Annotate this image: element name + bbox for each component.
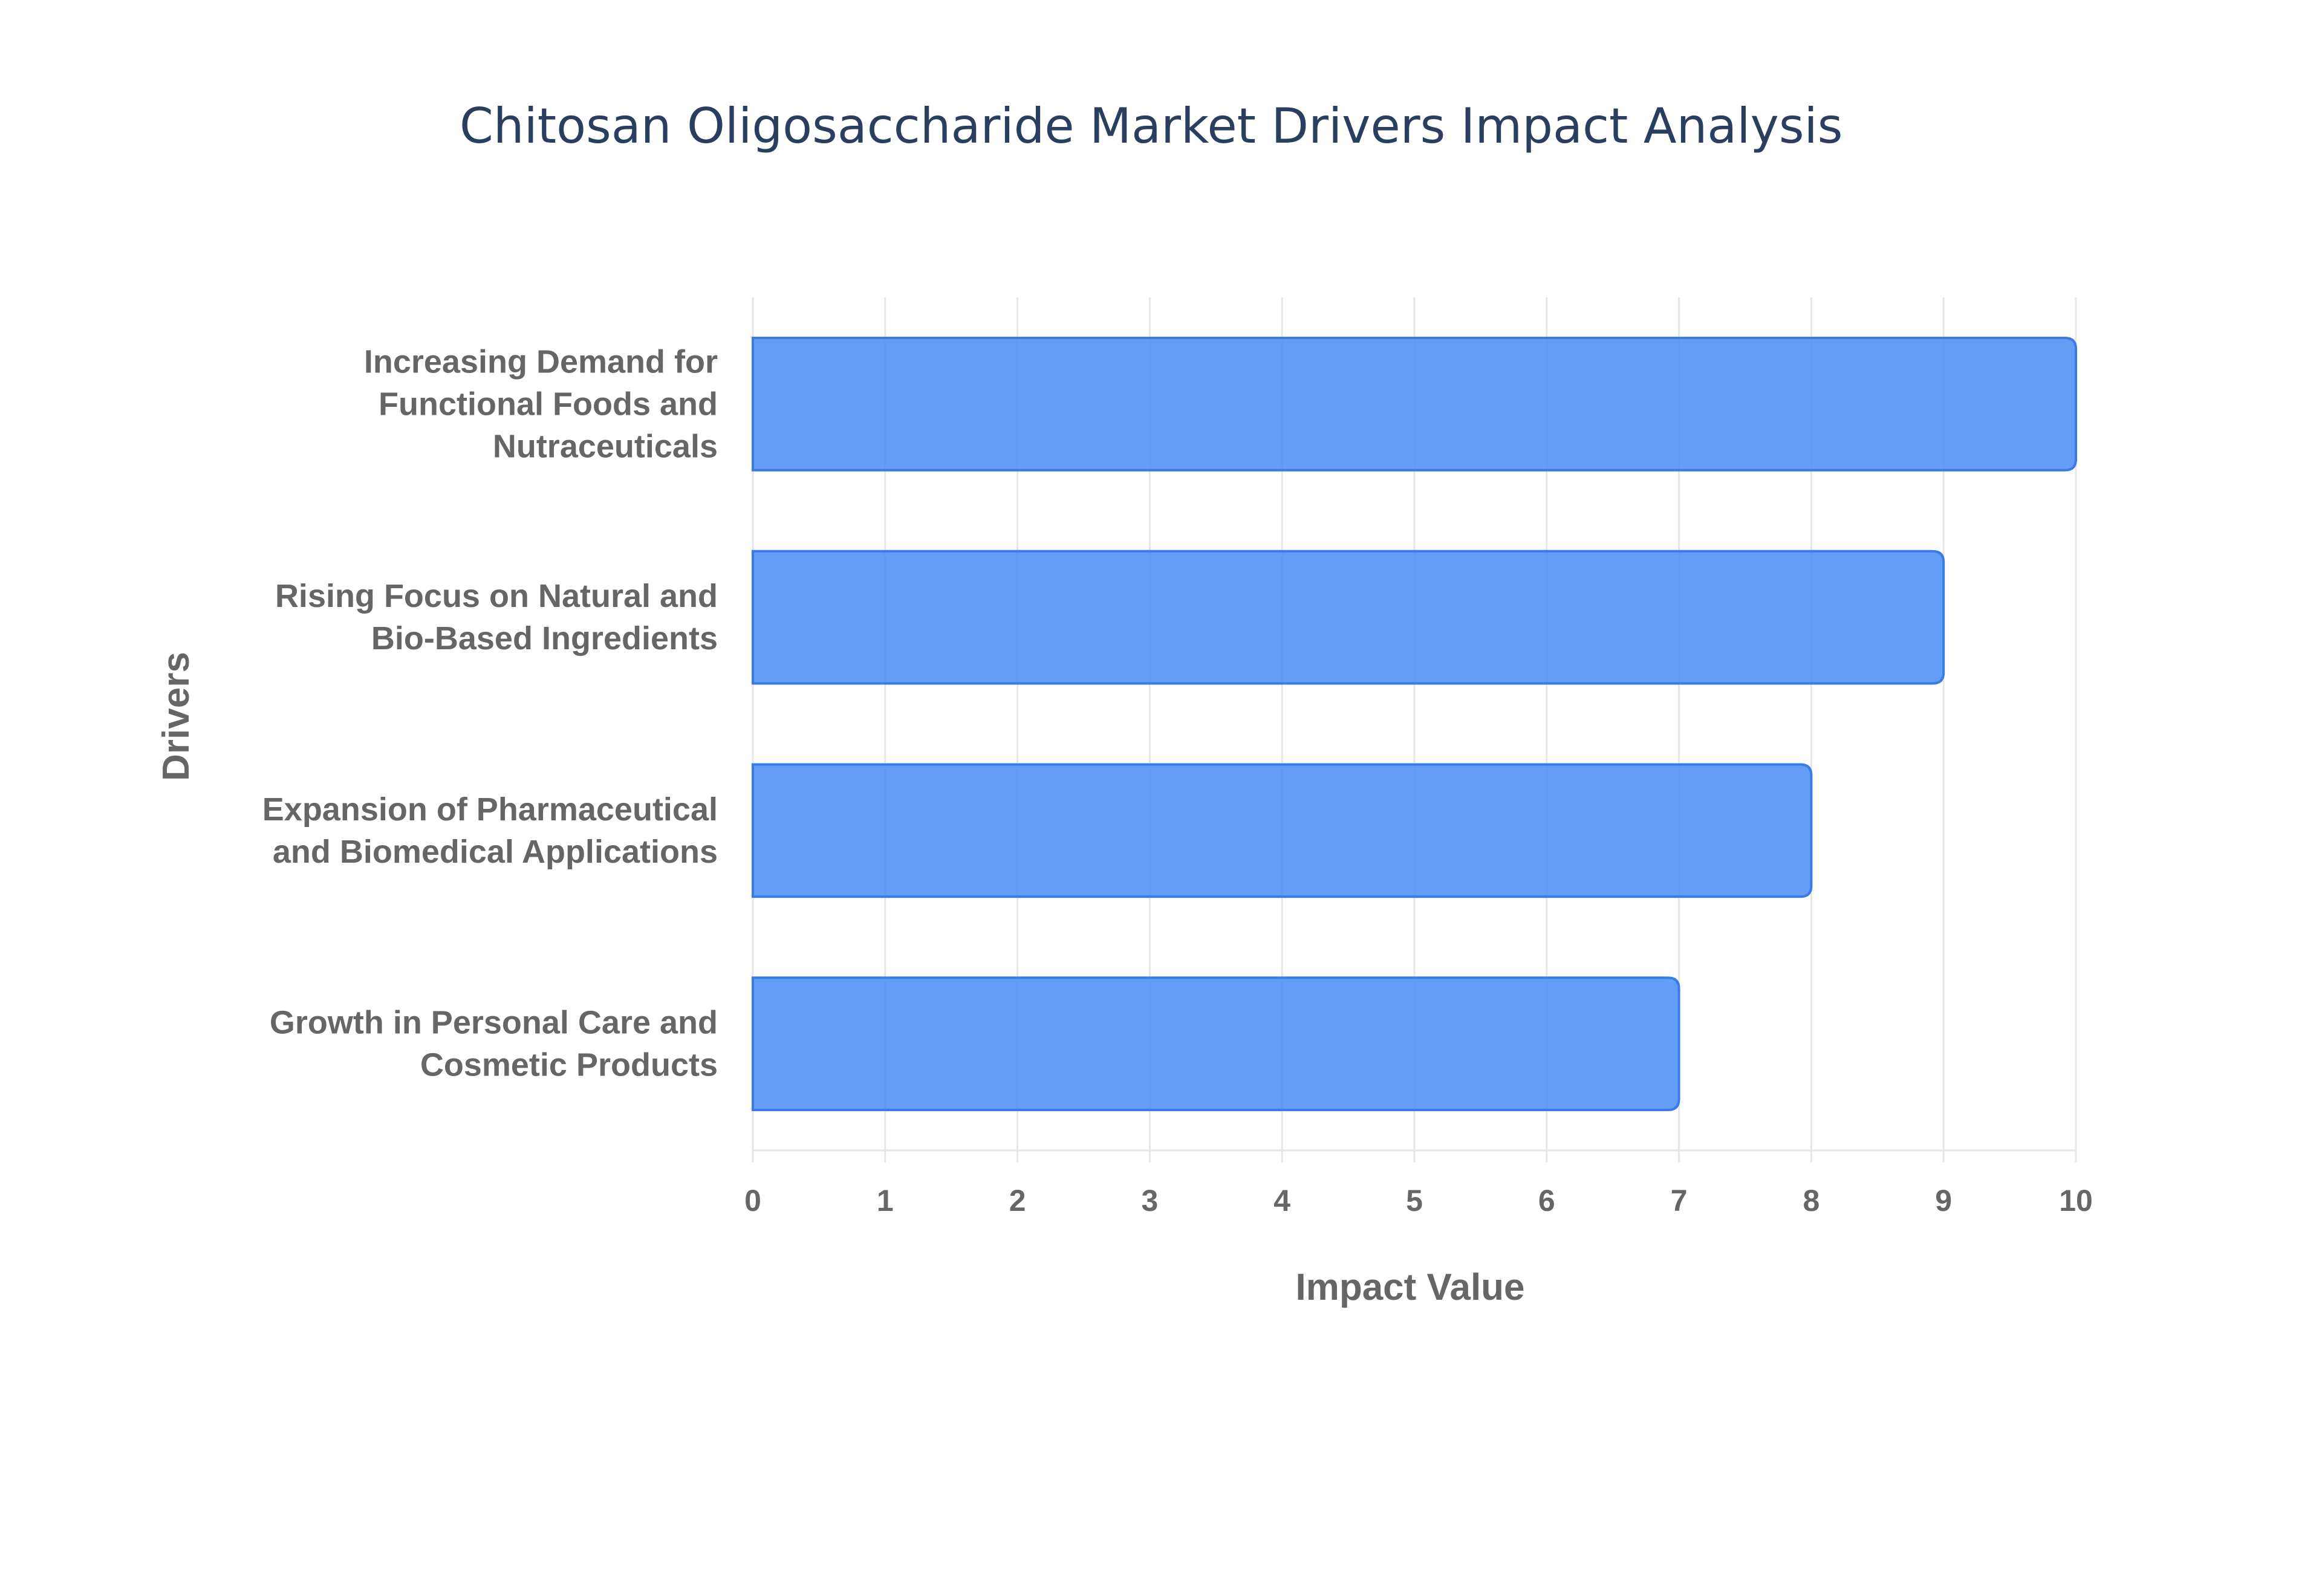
category-label-4: Growth in Personal Care and Cosmetic Prod… (270, 1005, 718, 1083)
bar-2 (752, 550, 1945, 685)
x-tick-label-2: 2 (1009, 1184, 1026, 1218)
category-label-3: Expansion of Pharmaceutical and Biomedica… (262, 791, 718, 870)
chart-title: Chitosan Oligosaccharide Market Drivers … (460, 98, 1842, 154)
category-label-line: Growth in Personal Care and (270, 1005, 718, 1041)
x-tick-label-5: 5 (1406, 1184, 1423, 1218)
bar-1 (752, 337, 2077, 472)
x-axis-title: Impact Value (1295, 1267, 1524, 1308)
x-tick-label-9: 9 (1935, 1184, 1952, 1218)
x-tick-labels: 0 1 2 3 4 5 6 7 8 9 10 (744, 1184, 2093, 1218)
bars (752, 337, 2077, 1111)
category-label-line: Increasing Demand for (364, 343, 718, 380)
category-label-1: Increasing Demand for Functional Foods an… (364, 343, 718, 464)
x-tick-label-6: 6 (1538, 1184, 1555, 1218)
x-tick-label-1: 1 (877, 1184, 894, 1218)
x-tick-label-3: 3 (1141, 1184, 1158, 1218)
category-labels: Increasing Demand for Functional Foods an… (262, 343, 718, 1083)
x-tick-label-4: 4 (1273, 1184, 1290, 1218)
bar-4 (752, 976, 1680, 1111)
x-tick-label-0: 0 (744, 1184, 761, 1218)
category-label-line: and Biomedical Applications (273, 834, 718, 870)
x-tick-label-10: 10 (2059, 1184, 2093, 1218)
category-label-line: Bio-Based Ingredients (371, 620, 718, 657)
bar-3 (752, 763, 1813, 898)
category-label-line: Nutraceuticals (493, 428, 718, 464)
x-tick-label-8: 8 (1803, 1184, 1820, 1218)
category-label-line: Expansion of Pharmaceutical (262, 791, 718, 828)
x-tick-label-7: 7 (1671, 1184, 1688, 1218)
category-label-line: Functional Foods and (379, 386, 718, 422)
category-label-2: Rising Focus on Natural and Bio-Based Ing… (275, 578, 718, 657)
category-label-line: Cosmetic Products (420, 1047, 718, 1083)
category-label-line: Rising Focus on Natural and (275, 578, 718, 614)
y-axis-title: Drivers (155, 652, 197, 781)
